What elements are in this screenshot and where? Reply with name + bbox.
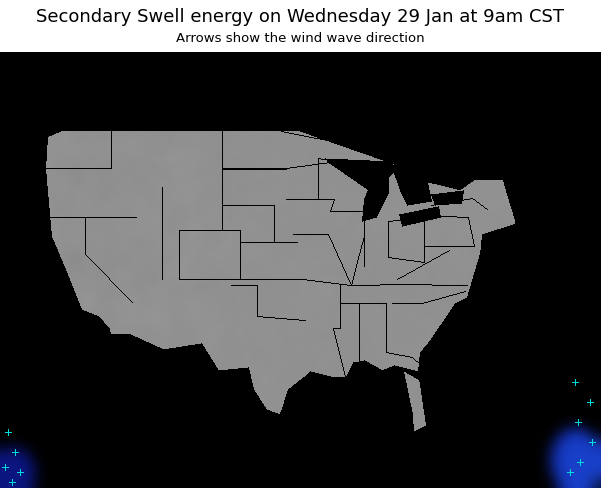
Text: Secondary Swell energy on Wednesday 29 Jan at 9am CST: Secondary Swell energy on Wednesday 29 J…: [37, 8, 564, 26]
Text: Arrows show the wind wave direction: Arrows show the wind wave direction: [176, 33, 425, 45]
